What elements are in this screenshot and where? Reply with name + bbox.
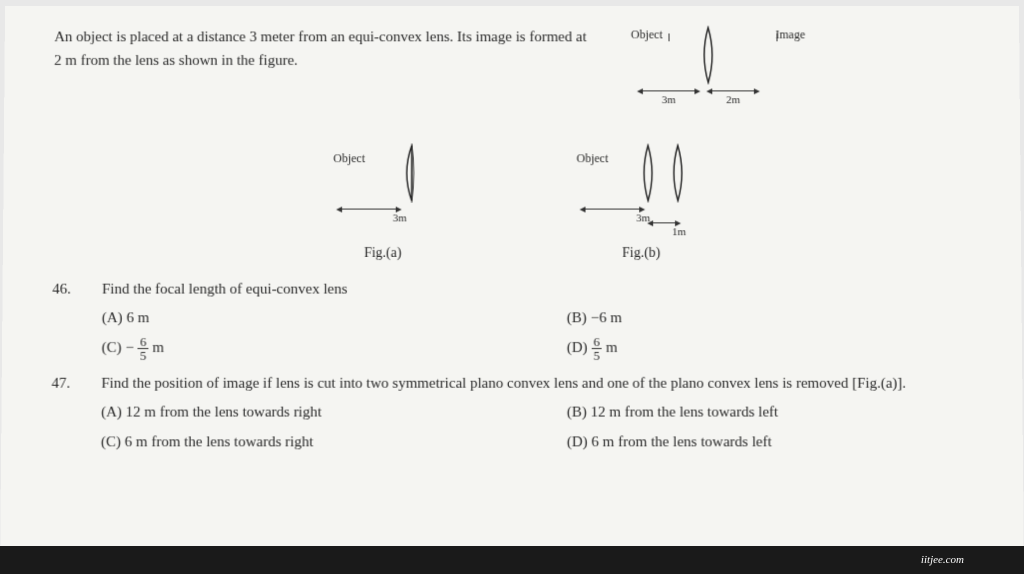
object-marker bbox=[669, 33, 670, 41]
q47-num: 47. bbox=[51, 376, 82, 458]
figures-row: Object 3m Fig.(a) Object bbox=[53, 134, 972, 262]
fig-a-dim-text: 3m bbox=[369, 213, 431, 225]
fig-b-object-label: Object bbox=[577, 151, 609, 166]
fig-b-dim2: 1m bbox=[649, 222, 679, 223]
q46-c-label: (C) bbox=[102, 340, 122, 357]
lens-1-icon bbox=[636, 144, 660, 203]
q46-options: (A) 6 m (C) − 6 5 m (B) bbox=[102, 304, 973, 363]
footer-text: iitjee.com bbox=[921, 554, 964, 566]
main-diagram: Object Image 3m 2m bbox=[609, 26, 808, 114]
q46-opt-a: (A) 6 m bbox=[102, 304, 507, 332]
q47-right-col: (B) 12 m from the lens towards left (D) … bbox=[567, 399, 973, 459]
image-marker bbox=[776, 33, 777, 41]
image-label: Image bbox=[775, 28, 805, 43]
fig-a-dim: 3m bbox=[338, 209, 400, 210]
q46-a-value: 6 m bbox=[126, 310, 149, 327]
q47-opt-a: (A) 12 m from the lens towards right bbox=[101, 399, 507, 427]
q46-d-label: (D) bbox=[567, 340, 588, 357]
q46-a-label: (A) bbox=[102, 310, 123, 327]
q46-c-frac: 6 5 bbox=[138, 335, 149, 362]
q46-opt-c: (C) − 6 5 m bbox=[102, 334, 507, 362]
q47-opt-d: (D) 6 m from the lens towards left bbox=[567, 428, 973, 456]
q46-d-den: 5 bbox=[592, 349, 602, 362]
fig-a-caption: Fig.(a) bbox=[303, 246, 462, 262]
plano-convex-icon bbox=[398, 144, 418, 208]
lens-2-icon bbox=[666, 144, 690, 203]
q46-d-num: 6 bbox=[591, 335, 601, 349]
figure-a: Object 3m Fig.(a) bbox=[303, 134, 462, 262]
dim-left-text: 3m bbox=[639, 94, 699, 106]
dim-right-text: 2m bbox=[708, 94, 758, 106]
fig-a-object-label: Object bbox=[333, 151, 365, 166]
q46-opt-d: (D) 6 5 m bbox=[567, 334, 973, 362]
footer-strip: iitjee.com bbox=[0, 546, 1024, 574]
intro-text: An object is placed at a distance 3 mete… bbox=[54, 26, 589, 73]
q46-d-frac: 6 5 bbox=[591, 335, 601, 362]
q46-body: Find the focal length of equi-convex len… bbox=[102, 282, 973, 364]
page-container: An object is placed at a distance 3 mete… bbox=[0, 6, 1024, 574]
figure-a-box: Object 3m bbox=[303, 134, 462, 242]
lens-icon bbox=[696, 26, 720, 85]
q47-text: Find the position of image if lens is cu… bbox=[101, 376, 972, 393]
q46-c-unit: m bbox=[152, 340, 164, 357]
intro-row: An object is placed at a distance 3 mete… bbox=[54, 26, 971, 114]
q46-text: Find the focal length of equi-convex len… bbox=[102, 282, 972, 299]
dim-right: 2m bbox=[708, 90, 758, 91]
question-47: 47. Find the position of image if lens i… bbox=[51, 376, 973, 458]
question-46: 46. Find the focal length of equi-convex… bbox=[52, 282, 973, 364]
q47-options: (A) 12 m from the lens towards right (C)… bbox=[101, 399, 973, 459]
q46-opt-b: (B) −6 m bbox=[567, 304, 972, 332]
fig-b-dim2-text: 1m bbox=[664, 226, 694, 238]
figure-b: Object 3m 1m Fig.(b) bbox=[562, 134, 721, 262]
fig-b-caption: Fig.(b) bbox=[562, 246, 721, 262]
dim-left: 3m bbox=[639, 90, 698, 91]
q46-c-prefix: − bbox=[125, 340, 134, 357]
q47-opt-b: (B) 12 m from the lens towards left bbox=[567, 399, 973, 427]
q46-c-num: 6 bbox=[138, 335, 149, 349]
figure-b-box: Object 3m 1m bbox=[562, 134, 721, 242]
object-label: Object bbox=[631, 28, 663, 43]
q46-b-value: −6 m bbox=[591, 310, 622, 327]
q46-num: 46. bbox=[52, 282, 83, 364]
q47-body: Find the position of image if lens is cu… bbox=[101, 376, 973, 458]
q47-left-col: (A) 12 m from the lens towards right (C)… bbox=[101, 399, 507, 459]
q46-b-label: (B) bbox=[567, 310, 587, 327]
q46-c-den: 5 bbox=[138, 349, 149, 362]
q46-d-unit: m bbox=[606, 340, 618, 357]
fig-b-dim1: 3m bbox=[582, 209, 644, 210]
q46-right-col: (B) −6 m (D) 6 5 m bbox=[567, 304, 973, 363]
q47-opt-c: (C) 6 m from the lens towards right bbox=[101, 428, 507, 456]
q46-left-col: (A) 6 m (C) − 6 5 m bbox=[102, 304, 508, 363]
